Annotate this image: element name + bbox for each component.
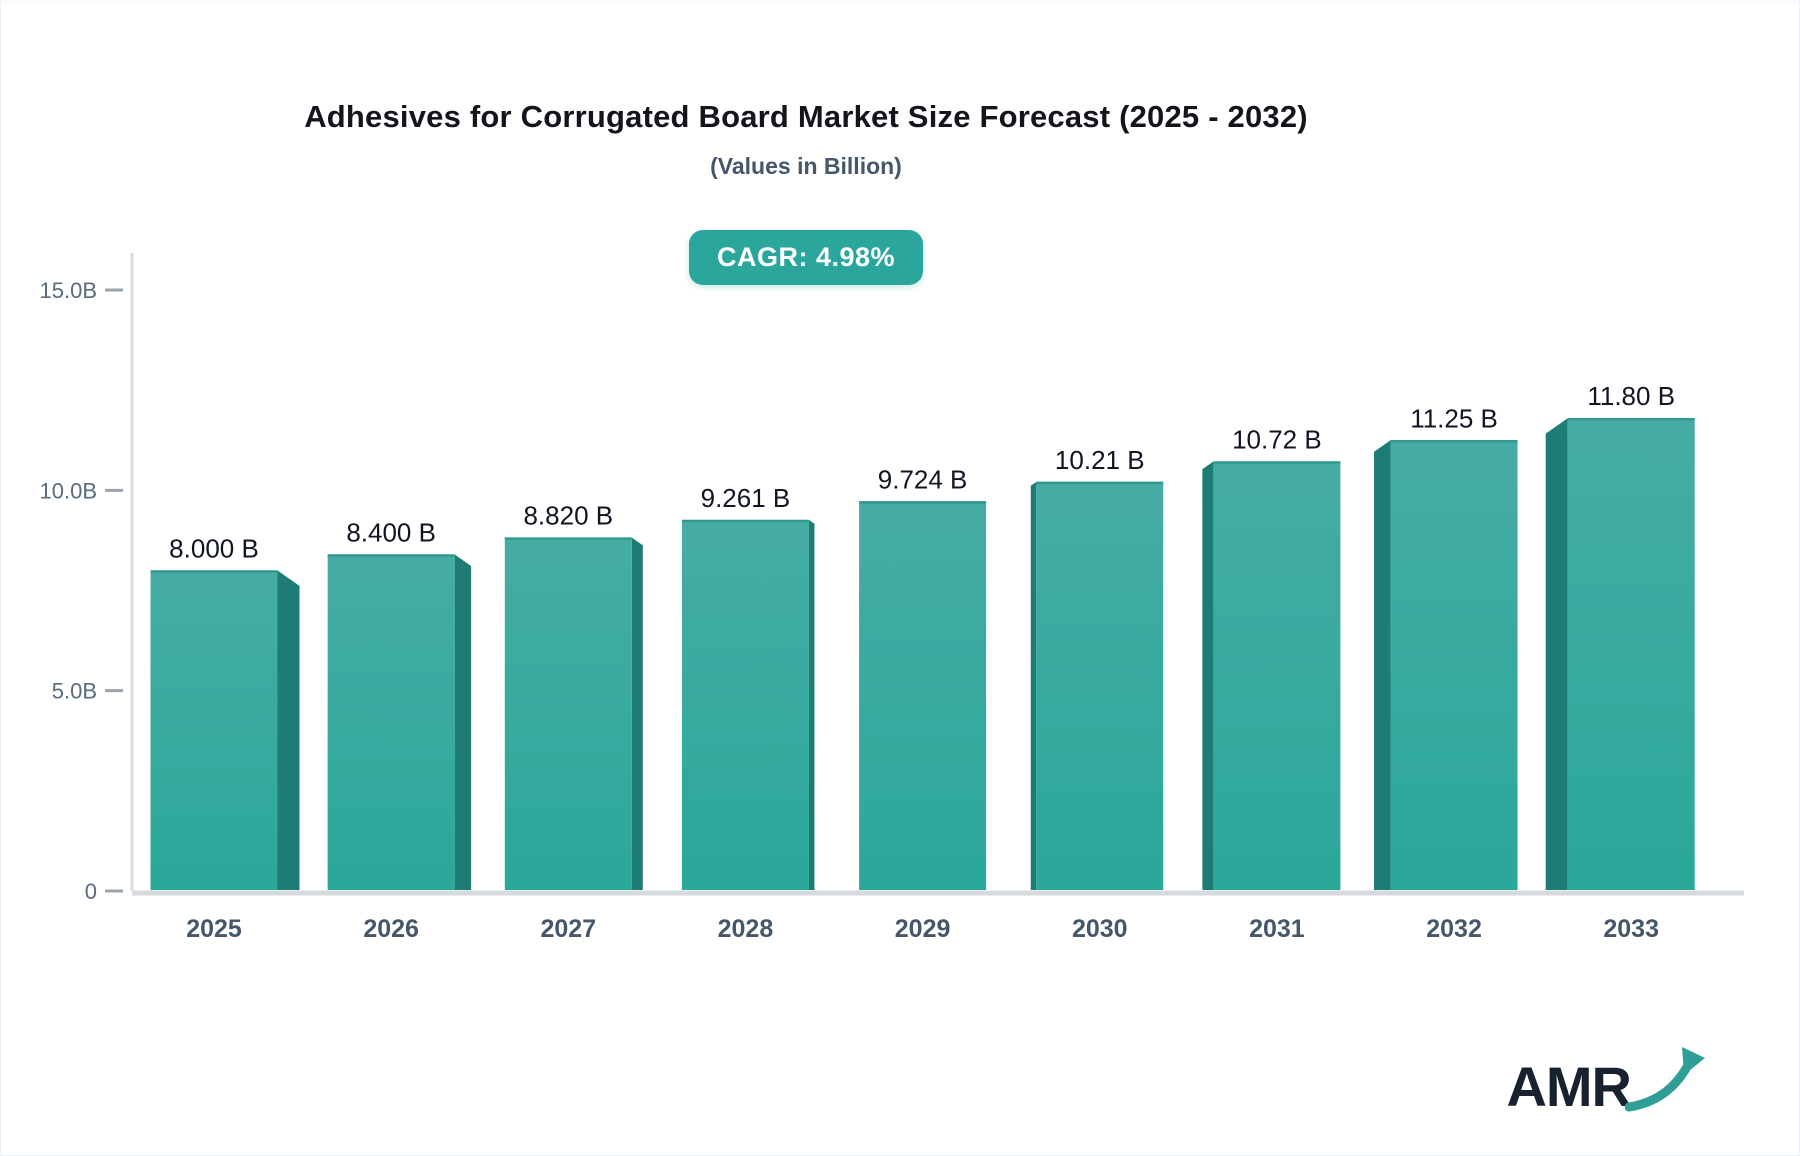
y-tick-label: 10.0B — [40, 478, 98, 503]
x-tick-label: 2030 — [1072, 915, 1128, 943]
bar-value-label: 8.400 B — [346, 517, 436, 547]
bar-2027 — [504, 537, 632, 890]
y-tick-label: 15.0B — [40, 278, 98, 303]
amr-logo: AMR — [1506, 1045, 1707, 1115]
bar-2028 — [681, 519, 809, 890]
bar-value-label: 11.80 B — [1587, 381, 1675, 411]
chart-title: Adhesives for Corrugated Board Market Si… — [304, 99, 1308, 134]
trend-up-arrow-icon — [1625, 1047, 1705, 1112]
bar-side-face-2032 — [1374, 440, 1391, 890]
bar-side-face-2026 — [454, 554, 472, 890]
bar-value-label: 10.21 B — [1055, 445, 1145, 475]
bar-value-label: 9.724 B — [878, 464, 968, 494]
bar-side-face-2030 — [1030, 481, 1037, 890]
x-tick-label: 2029 — [895, 915, 951, 943]
bar-2031 — [1213, 461, 1341, 890]
bar-value-label: 8.000 B — [169, 533, 259, 563]
bar-side-face-2025 — [277, 570, 300, 890]
bar-side-face-2027 — [631, 537, 643, 890]
y-tick-label: 5.0B — [52, 679, 97, 704]
bar-value-label: 11.25 B — [1410, 403, 1498, 433]
bar-2029 — [859, 501, 987, 890]
x-tick-label: 2026 — [363, 915, 419, 943]
x-tick-label: 2032 — [1426, 915, 1482, 943]
x-tick-label: 2031 — [1249, 915, 1305, 943]
bar-side-face-2028 — [808, 519, 815, 890]
x-tick-label: 2028 — [718, 915, 774, 943]
bar-2030 — [1036, 481, 1164, 890]
bar-side-face-2031 — [1202, 461, 1214, 890]
x-tick-label: 2025 — [186, 915, 242, 943]
bar-value-label: 10.72 B — [1232, 424, 1322, 454]
bar-2026 — [327, 554, 455, 890]
x-tick-label: 2027 — [540, 915, 596, 943]
chart-subtitle: (Values in Billion) — [710, 153, 902, 179]
amr-logo-text: AMR — [1506, 1055, 1632, 1118]
cagr-badge: CAGR: 4.98% — [688, 230, 924, 285]
bar-side-face-2033 — [1545, 418, 1568, 890]
bar-2033 — [1567, 418, 1695, 890]
bar-value-label: 9.261 B — [701, 483, 791, 513]
y-tick-label: 0 — [85, 879, 97, 904]
bar-2025 — [150, 570, 278, 890]
bar-chart-plot: 0 5.0B 10.0B 15.0B 8.000 B 2025 8.400 B 2026 8.8… — [40, 253, 1744, 943]
bar-value-label: 8.820 B — [523, 501, 613, 531]
bar-2032 — [1390, 440, 1518, 890]
x-tick-label: 2033 — [1603, 915, 1659, 943]
